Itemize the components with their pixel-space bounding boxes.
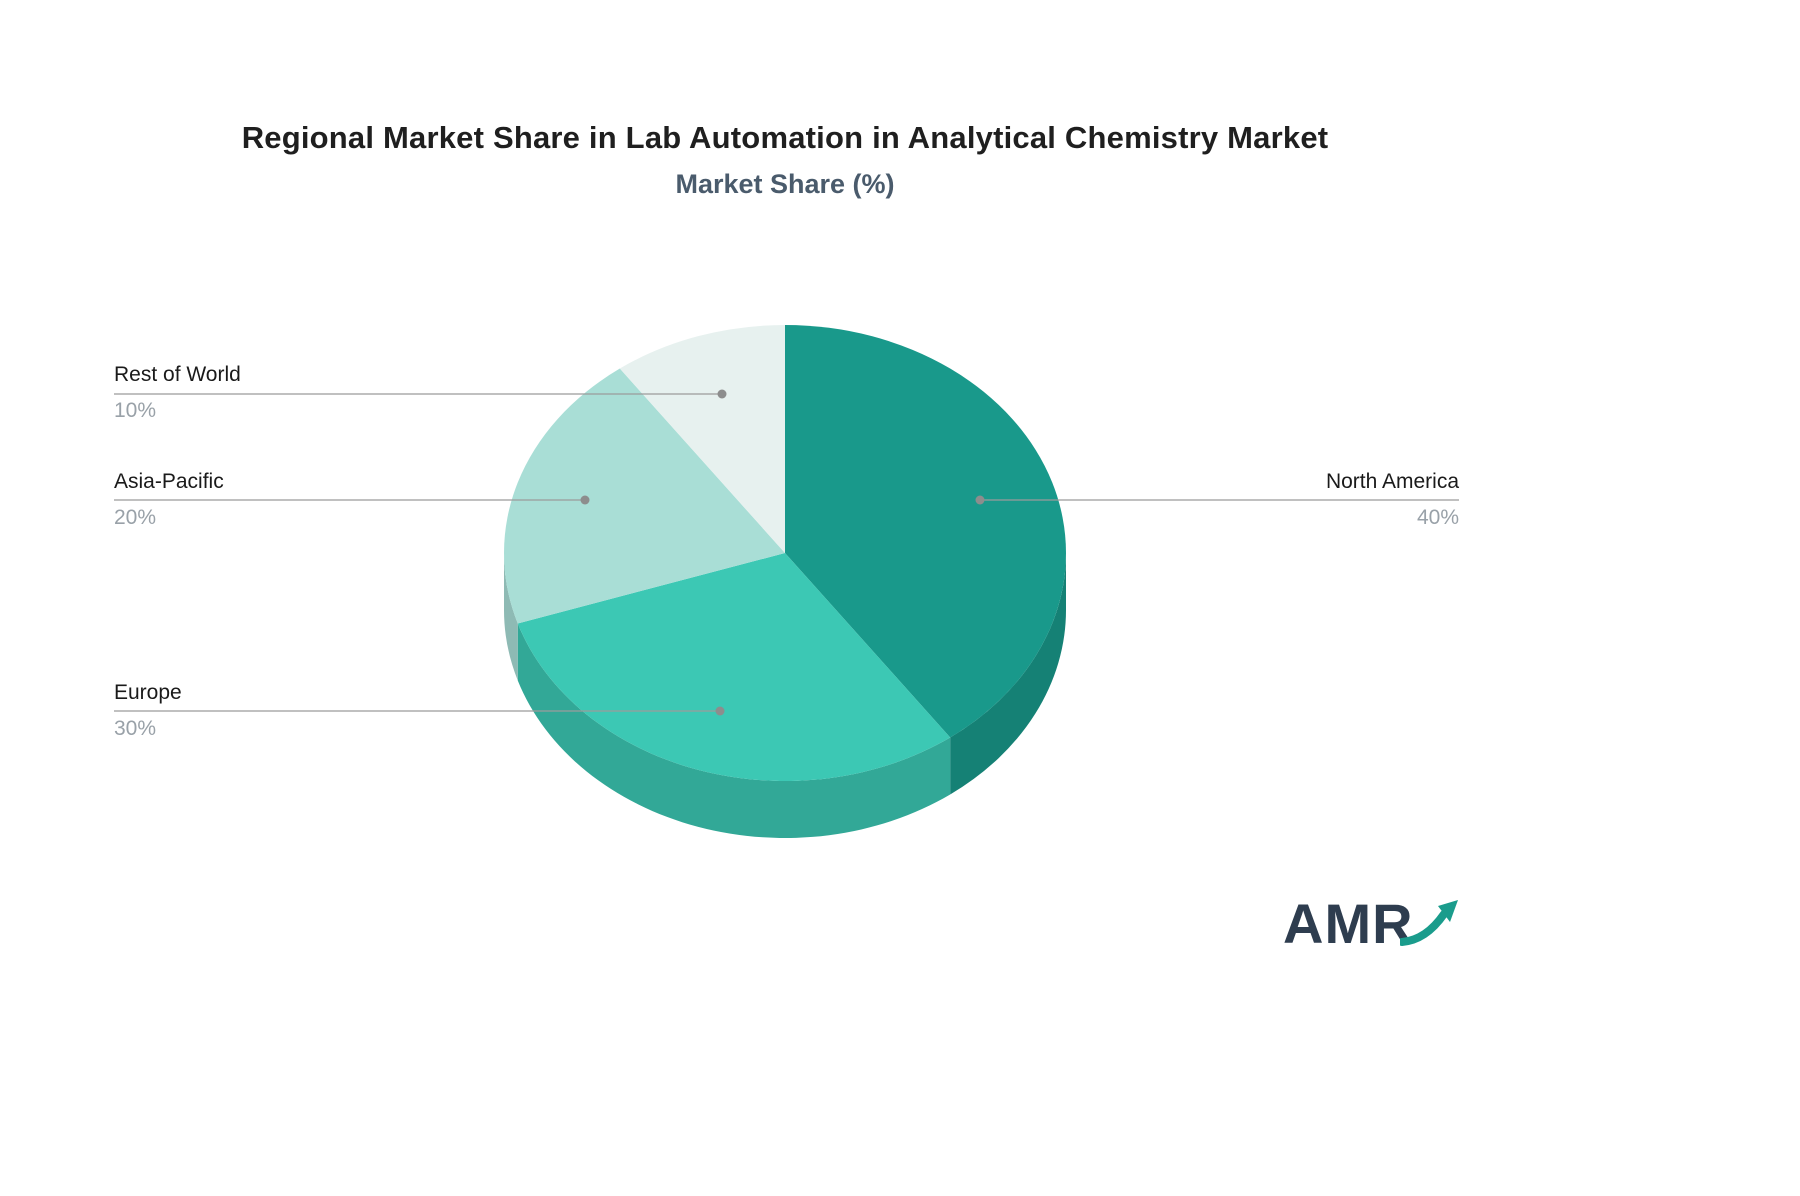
pie-slice-side xyxy=(517,623,951,839)
leader-dot xyxy=(975,495,985,505)
callout-north-america: North America 40% xyxy=(1326,470,1459,530)
slice-pct-asia-pacific: 20% xyxy=(114,506,157,529)
callout-europe: Europe 30% xyxy=(114,681,182,741)
chart-title: Regional Market Share in Lab Automation … xyxy=(241,120,1329,155)
callout-rest-of-world: Rest of World 10% xyxy=(114,363,241,423)
pie-slice-asia-pacific[interactable] xyxy=(504,368,785,624)
pie-slice-europe[interactable] xyxy=(517,553,951,781)
leader-dot xyxy=(580,495,590,505)
slice-label-north-america: North America xyxy=(1325,470,1459,493)
pie-slice-side xyxy=(950,553,1066,795)
callout-asia-pacific: Asia-Pacific 20% xyxy=(114,470,224,530)
slice-label-europe: Europe xyxy=(114,681,182,704)
amr-logo-text: AMR xyxy=(1283,892,1414,955)
leader-dot xyxy=(715,706,725,716)
pie-slice-rest-of-world[interactable] xyxy=(619,325,785,553)
chart-subtitle: Market Share (%) xyxy=(675,169,895,199)
slice-pct-north-america: 40% xyxy=(1416,506,1459,529)
leader-dot xyxy=(717,389,727,399)
pie-slice-side xyxy=(504,553,518,681)
amr-logo-arrow-icon xyxy=(1399,900,1458,946)
slice-pct-europe: 30% xyxy=(114,717,157,740)
slice-label-rest-of-world: Rest of World xyxy=(114,363,241,386)
amr-logo: AMR xyxy=(1283,894,1462,956)
slice-pct-rest-of-world: 10% xyxy=(114,399,157,422)
slice-label-asia-pacific: Asia-Pacific xyxy=(114,470,224,493)
pie-slice-north-america[interactable] xyxy=(785,325,1066,738)
